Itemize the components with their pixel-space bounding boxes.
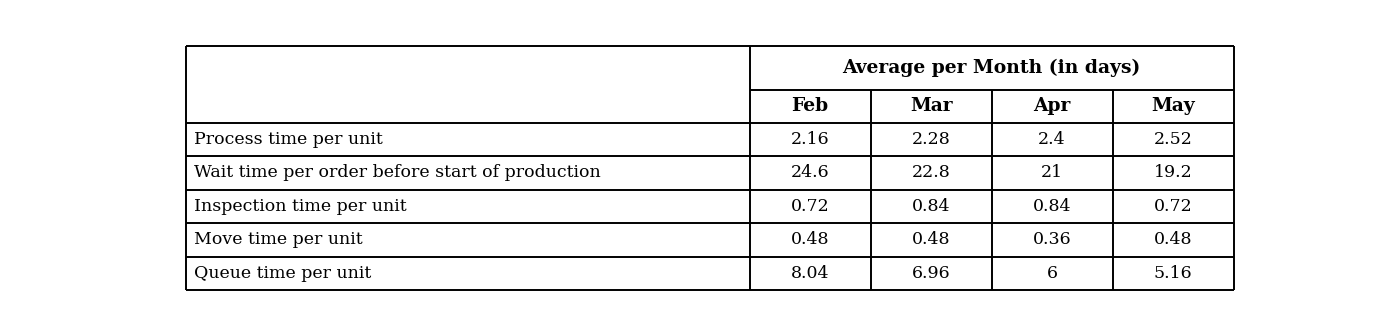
Text: 6: 6 bbox=[1047, 265, 1058, 282]
Text: 0.72: 0.72 bbox=[1154, 198, 1192, 215]
Text: 24.6: 24.6 bbox=[791, 165, 830, 181]
Text: Average per Month (in days): Average per Month (in days) bbox=[842, 59, 1141, 77]
Text: 0.48: 0.48 bbox=[911, 231, 950, 248]
Text: 6.96: 6.96 bbox=[911, 265, 950, 282]
Text: 0.84: 0.84 bbox=[911, 198, 950, 215]
Text: Queue time per unit: Queue time per unit bbox=[194, 265, 371, 282]
Text: 2.4: 2.4 bbox=[1039, 131, 1066, 148]
Text: 0.48: 0.48 bbox=[791, 231, 830, 248]
Text: Apr: Apr bbox=[1033, 97, 1071, 115]
Text: 0.84: 0.84 bbox=[1033, 198, 1072, 215]
Text: 8.04: 8.04 bbox=[791, 265, 830, 282]
Text: Mar: Mar bbox=[910, 97, 953, 115]
Text: 0.72: 0.72 bbox=[791, 198, 830, 215]
Text: Inspection time per unit: Inspection time per unit bbox=[194, 198, 406, 215]
Text: 21: 21 bbox=[1042, 165, 1064, 181]
Text: Feb: Feb bbox=[792, 97, 828, 115]
Text: 19.2: 19.2 bbox=[1154, 165, 1192, 181]
Text: 2.16: 2.16 bbox=[791, 131, 830, 148]
Text: Move time per unit: Move time per unit bbox=[194, 231, 361, 248]
Text: May: May bbox=[1151, 97, 1195, 115]
Text: 5.16: 5.16 bbox=[1154, 265, 1192, 282]
Text: 2.52: 2.52 bbox=[1154, 131, 1192, 148]
Text: Process time per unit: Process time per unit bbox=[194, 131, 382, 148]
Text: 0.48: 0.48 bbox=[1154, 231, 1192, 248]
Text: 2.28: 2.28 bbox=[911, 131, 950, 148]
Text: Wait time per order before start of production: Wait time per order before start of prod… bbox=[194, 165, 600, 181]
Text: 0.36: 0.36 bbox=[1033, 231, 1072, 248]
Text: 22.8: 22.8 bbox=[911, 165, 950, 181]
